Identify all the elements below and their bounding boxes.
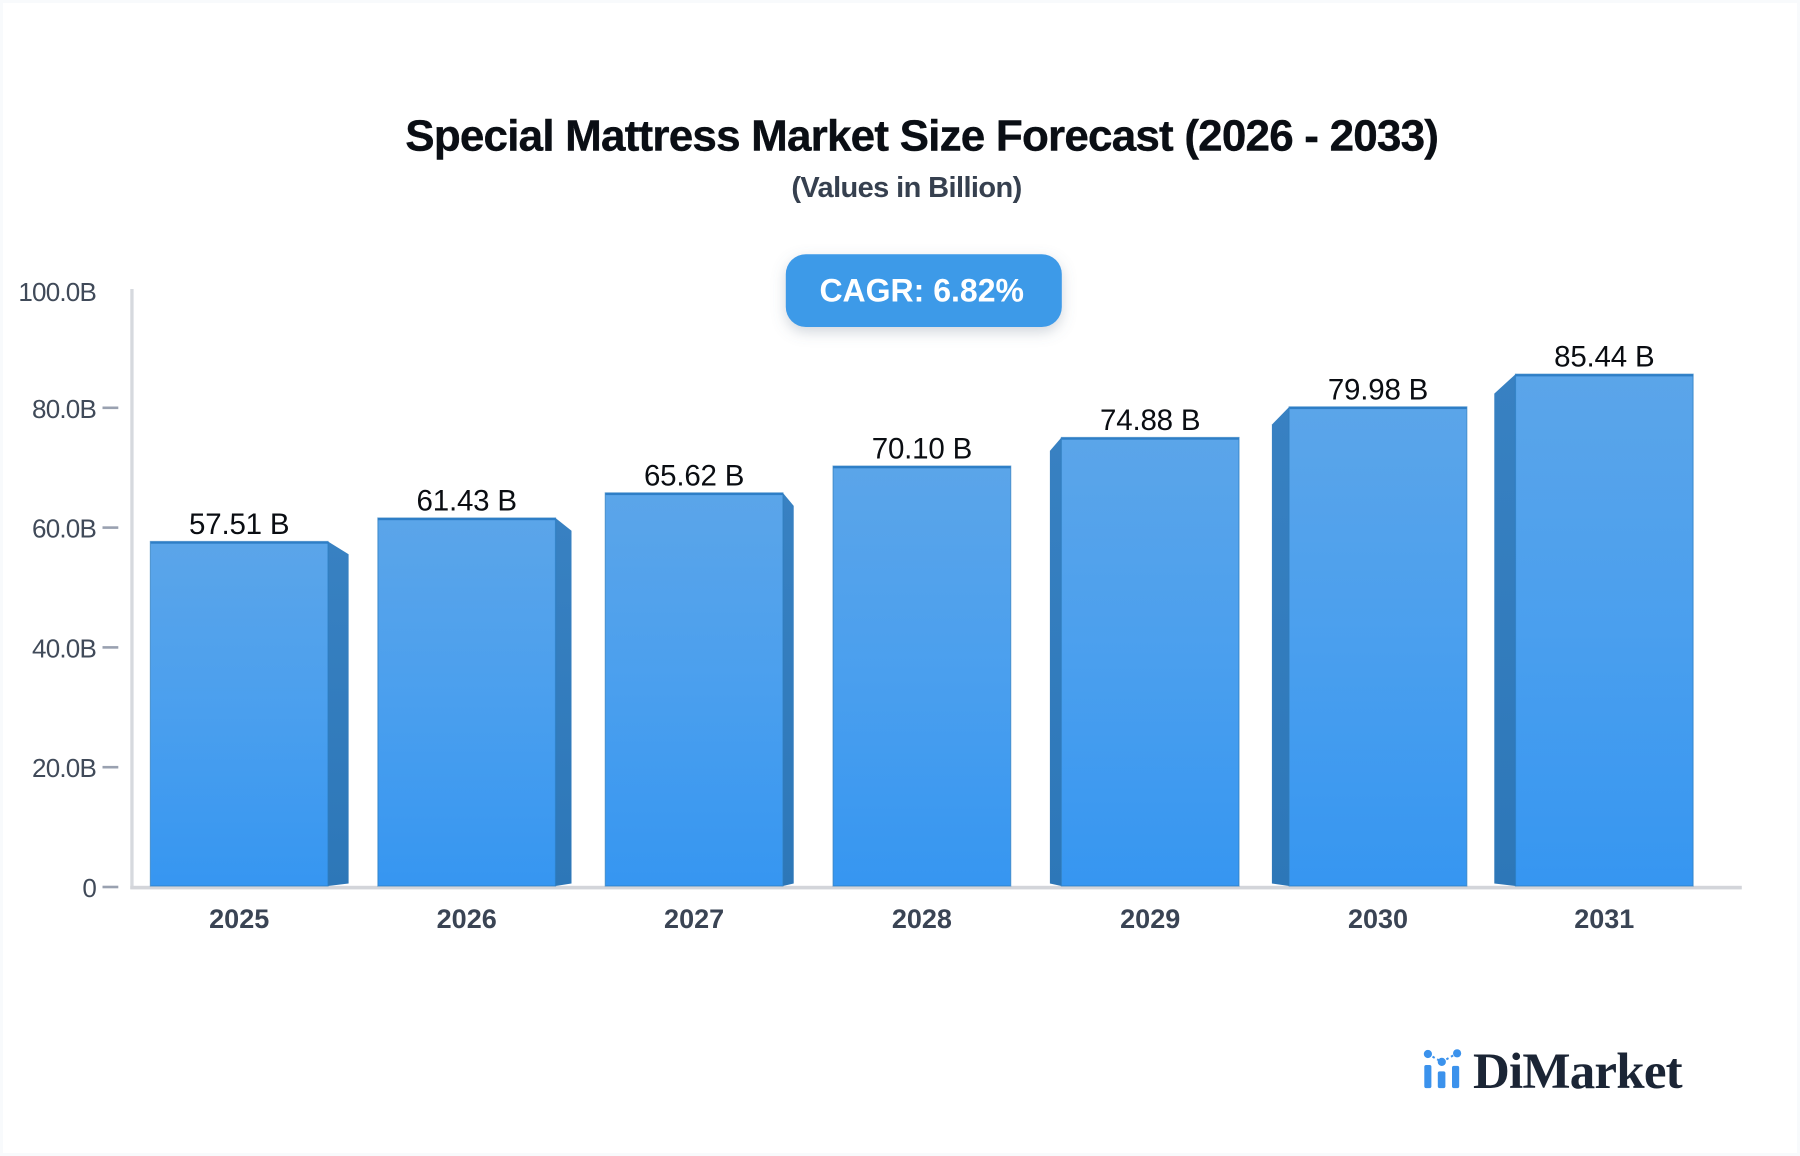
svg-text:(Values in Billion): (Values in Billion) bbox=[791, 172, 1021, 204]
svg-text:2028: 2028 bbox=[892, 904, 952, 934]
svg-text:79.98 B: 79.98 B bbox=[1328, 373, 1428, 406]
svg-text:Special Mattress Market Size F: Special Mattress Market Size Forecast (2… bbox=[405, 111, 1438, 160]
svg-text:CAGR: 6.82%: CAGR: 6.82% bbox=[819, 273, 1024, 309]
svg-text:0: 0 bbox=[82, 873, 96, 903]
svg-text:2030: 2030 bbox=[1348, 904, 1408, 934]
svg-text:70.10 B: 70.10 B bbox=[872, 433, 972, 466]
svg-text:2031: 2031 bbox=[1574, 904, 1634, 934]
svg-text:2029: 2029 bbox=[1120, 904, 1180, 934]
svg-text:80.0B: 80.0B bbox=[32, 394, 96, 424]
svg-text:40.0B: 40.0B bbox=[32, 633, 96, 663]
svg-text:74.88 B: 74.88 B bbox=[1100, 404, 1200, 437]
svg-text:2025: 2025 bbox=[209, 904, 269, 934]
svg-text:DiMarket: DiMarket bbox=[1473, 1044, 1683, 1100]
svg-text:61.43 B: 61.43 B bbox=[417, 485, 517, 518]
svg-text:100.0B: 100.0B bbox=[18, 277, 96, 307]
svg-text:2027: 2027 bbox=[664, 904, 724, 934]
svg-text:2026: 2026 bbox=[437, 904, 497, 934]
svg-text:85.44 B: 85.44 B bbox=[1554, 341, 1654, 374]
svg-text:57.51 B: 57.51 B bbox=[189, 508, 289, 541]
svg-text:20.0B: 20.0B bbox=[32, 753, 96, 783]
svg-text:65.62 B: 65.62 B bbox=[644, 459, 744, 492]
svg-text:60.0B: 60.0B bbox=[32, 514, 96, 544]
